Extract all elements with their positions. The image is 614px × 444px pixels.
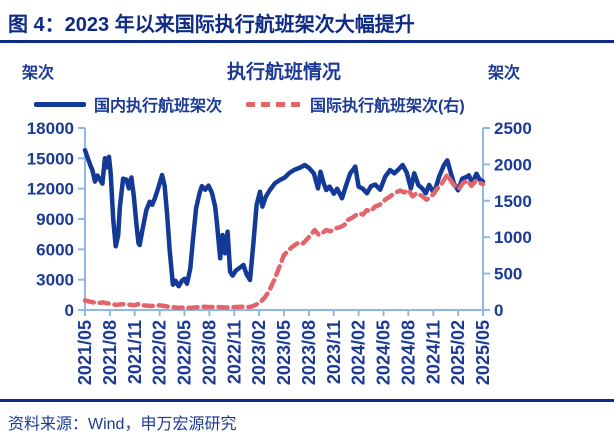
left-axis-unit: 架次 [22,65,55,82]
x-axis-tick-label: 2023/02 [249,320,269,385]
x-axis-tick-label: 2024/11 [423,320,443,384]
source-text: 资料来源：Wind，申万宏源研究 [8,416,237,433]
legend-item-domestic: 国内执行航班架次 [34,92,222,116]
right-axis-unit: 架次 [488,65,521,82]
right-axis-tick-label: 0 [494,301,503,320]
right-axis-tick-label: 1500 [494,192,532,211]
right-axis-tick-label: 2000 [494,155,532,174]
left-axis-tick-label: 0 [65,301,74,320]
international-flights-line [82,172,486,311]
legend-label-international: 国际执行航班架次(右) [310,98,465,115]
x-axis-tick-label: 2025/02 [448,320,468,385]
x-axis-tick-label: 2022/11 [224,320,244,384]
x-axis-tick-label: 2022/05 [175,320,195,385]
left-axis-tick-label: 15000 [27,149,74,168]
left-axis-tick-label: 9000 [36,210,74,229]
x-axis-tick-label: 2023/11 [324,320,344,384]
figure-title: 图 4：2023 年以来国际执行航班架次大幅提升 [8,14,415,36]
x-axis-tick-label: 2023/08 [299,320,319,385]
x-axis-tick-label: 2021/11 [125,320,145,384]
footer-divider [0,399,614,402]
left-axis-tick-label: 12000 [27,180,74,199]
x-axis-tick-label: 2022/02 [150,320,170,385]
domestic-flights-line [82,147,486,289]
x-axis-tick-label: 2022/08 [199,320,219,385]
right-axis-tick-label: 2500 [494,119,532,138]
legend-label-domestic: 国内执行航班架次 [94,98,223,115]
x-axis-tick-label: 2023/05 [274,320,294,385]
left-axis-tick-label: 6000 [36,240,74,259]
x-axis-tick-label: 2021/05 [75,320,95,385]
legend-item-international: 国际执行航班架次(右) [246,92,465,116]
x-axis-tick-label: 2021/08 [100,320,120,385]
flight-chart-plot: 0 3000 6000 9000 12000 15000 18000 0 500 1000 1500… [27,119,532,385]
chart-legend: 国内执行航班架次 国际执行航班架次(右) [34,92,594,116]
x-axis-tick-label: 2025/05 [473,320,493,385]
x-axis-tick-label: 2024/05 [374,320,394,385]
x-axis-tick-label: 2024/02 [349,320,369,385]
chart-title: 执行航班情况 [226,62,341,83]
right-axis-tick-label: 1000 [494,228,532,247]
title-divider [0,40,614,43]
x-axis-tick-label: 2024/08 [398,320,418,385]
left-axis-tick-label: 3000 [36,271,74,290]
right-axis-tick-label: 500 [494,265,522,284]
dashed-line-swatch [246,101,303,107]
left-axis-tick-label: 18000 [27,119,74,138]
solid-line-swatch [34,101,86,107]
